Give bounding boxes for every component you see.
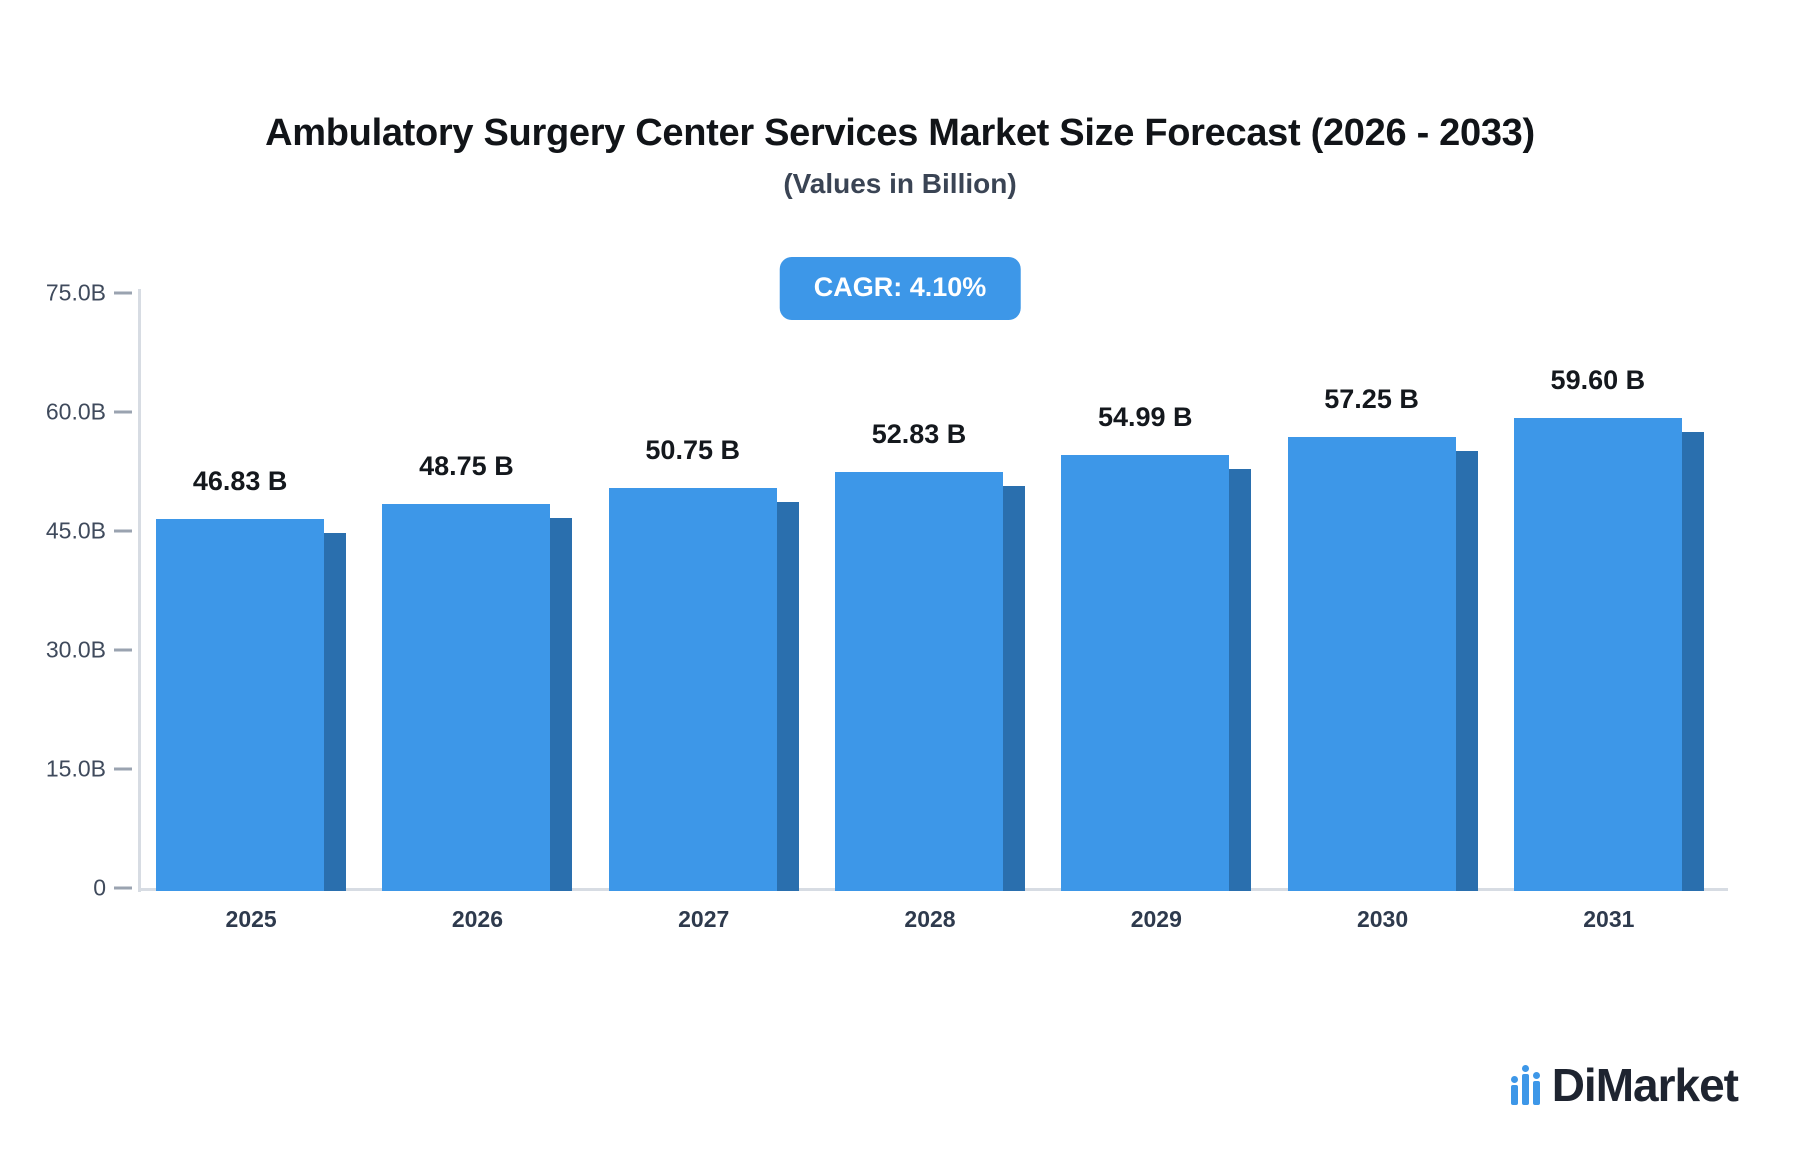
bar-value-label: 54.99 B xyxy=(1097,401,1193,432)
bar-front-face xyxy=(382,504,551,891)
y-axis-line xyxy=(138,289,141,892)
x-tick-label-2025: 2025 xyxy=(225,906,277,932)
bar-side-face xyxy=(324,533,347,891)
bar-chart-icon xyxy=(1510,1065,1540,1105)
dimarket-watermark: DiMarket xyxy=(1510,1059,1739,1111)
bar-side-face xyxy=(1455,450,1478,891)
bar-side-face xyxy=(776,502,799,891)
y-tick-label: 75.0B xyxy=(45,279,106,306)
y-tick-label: 15.0B xyxy=(45,755,106,782)
bar-front-face xyxy=(1061,454,1230,891)
bar-value-label: 48.75 B xyxy=(419,451,514,482)
bar-value-label: 52.83 B xyxy=(871,418,967,449)
y-tick-mark xyxy=(114,886,132,890)
y-tick-mark xyxy=(114,291,132,295)
bar-front-face xyxy=(1513,418,1682,891)
bar-value-label: 46.83 B xyxy=(192,466,288,497)
bar-2027[interactable]: 50.75 B xyxy=(608,435,799,891)
bar-2031[interactable]: 59.60 B xyxy=(1513,365,1704,891)
x-tick-label-2030: 2030 xyxy=(1356,906,1409,932)
bar-front-face xyxy=(156,519,325,891)
bar-front-face xyxy=(1287,436,1456,891)
cagr-badge: CAGR: 4.10% xyxy=(779,257,1021,320)
bar-2026[interactable]: 48.75 B xyxy=(382,451,573,891)
x-tick-label-2027: 2027 xyxy=(678,906,730,932)
watermark-label: DiMarket xyxy=(1551,1059,1739,1111)
bar-2030[interactable]: 57.25 B xyxy=(1287,384,1478,891)
bar-2029[interactable]: 54.99 B xyxy=(1061,402,1252,891)
y-tick-mark xyxy=(114,648,132,652)
y-tick-label: 0 xyxy=(93,874,106,901)
bar-front-face xyxy=(608,488,777,891)
y-tick-label: 30.0B xyxy=(45,636,106,663)
chart-title: Ambulatory Surgery Center Services Marke… xyxy=(265,112,1535,154)
chart-subtitle: (Values in Billion) xyxy=(783,168,1017,199)
y-tick-mark xyxy=(114,410,132,414)
bar-front-face xyxy=(835,471,1003,891)
bar-side-face xyxy=(1681,432,1704,891)
bar-value-label: 57.25 B xyxy=(1324,383,1419,414)
bar-side-face xyxy=(1229,468,1252,891)
bar-side-face xyxy=(1003,485,1025,891)
y-tick-label: 45.0B xyxy=(45,517,106,544)
bar-value-label: 59.60 B xyxy=(1550,365,1646,396)
y-tick-mark xyxy=(114,529,132,533)
y-tick-mark xyxy=(114,767,132,771)
y-tick-label: 60.0B xyxy=(45,398,106,425)
x-tick-label-2026: 2026 xyxy=(451,906,504,932)
bar-2028[interactable]: 52.83 B xyxy=(835,419,1025,891)
bar-2025[interactable]: 46.83 B xyxy=(156,466,347,891)
bar-series: 46.83 B 48.75 B 50.75 B 52.83 B 54.99 B 57.25… xyxy=(138,0,1728,891)
bar-value-label: 50.75 B xyxy=(645,435,740,466)
x-tick-label-2029: 2029 xyxy=(1130,906,1182,932)
bar-side-face xyxy=(550,518,573,891)
x-tick-label-2031: 2031 xyxy=(1583,906,1635,932)
x-tick-label-2028: 2028 xyxy=(904,906,956,932)
